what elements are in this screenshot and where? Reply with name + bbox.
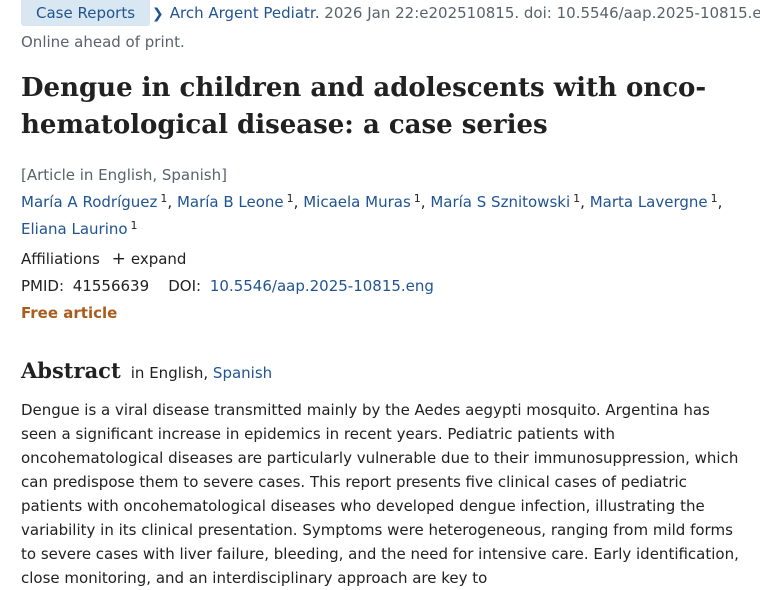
pmid-label: PMID: [21, 277, 65, 295]
affiliation-number[interactable]: 1 [286, 192, 294, 205]
affiliation-number[interactable]: 1 [573, 192, 581, 205]
article-title: Dengue in children and adolescents with … [21, 73, 707, 140]
journal-link[interactable]: Arch Argent Pediatr. [169, 4, 320, 22]
publication-status: Online ahead of print. [21, 33, 185, 51]
article-languages: [Article in English, Spanish] [21, 166, 227, 184]
abstract-heading: Abstract in English, Spanish [21, 358, 272, 383]
affiliation-number[interactable]: 1 [160, 192, 168, 205]
abstract-lang-prefix: in English, [130, 364, 209, 382]
author-link[interactable]: Micaela Muras [303, 193, 411, 211]
citation-details: 2026 Jan 22:e202510815. doi: 10.5546/aap… [324, 4, 760, 22]
doi-link[interactable]: 10.5546/aap.2025-10815.eng [209, 277, 434, 295]
expand-label: expand [130, 250, 187, 268]
free-article-badge: Free article [21, 304, 118, 322]
publication-type-badge[interactable]: Case Reports [21, 0, 151, 26]
author-separator: , [167, 193, 173, 211]
affiliation-number[interactable]: 1 [130, 219, 138, 232]
author-link[interactable]: María A Rodríguez [21, 193, 158, 211]
affiliations-label: Affiliations [21, 250, 100, 268]
citation-row: Case Reports ❯ Arch Argent Pediatr. 2026 … [21, 0, 760, 26]
identifiers-row: PMID: 41556639 DOI: 10.5546/aap.2025-108… [21, 275, 434, 297]
pmid-value: 41556639 [72, 277, 150, 295]
affiliation-number[interactable]: 1 [413, 192, 421, 205]
chevron-right-icon: ❯ [152, 6, 164, 22]
author-link[interactable]: Eliana Laurino [21, 220, 128, 238]
abstract-text: Dengue is a viral disease transmitted ma… [21, 401, 739, 587]
doi-label: DOI: [168, 277, 202, 295]
author-link[interactable]: María S Sznitowski [430, 193, 571, 211]
spanish-abstract-link[interactable]: Spanish [212, 364, 273, 382]
authors-list: María A Rodríguez 1, María B Leone 1, Mica… [21, 187, 741, 241]
affiliations-row: Affiliations + expand [21, 248, 186, 270]
author-link[interactable]: Marta Lavergne [589, 193, 708, 211]
affiliation-number[interactable]: 1 [710, 192, 718, 205]
journal-citation: ❯ Arch Argent Pediatr. 2026 Jan 22:e20251… [152, 2, 760, 25]
author-link[interactable]: María B Leone [176, 193, 284, 211]
abstract-language: in English, Spanish [131, 364, 272, 382]
author-separator: , [293, 193, 299, 211]
plus-icon: + [111, 249, 126, 269]
abstract-title: Abstract [21, 358, 121, 383]
author-separator: , [420, 193, 426, 211]
expand-affiliations-button[interactable]: + expand [111, 249, 187, 269]
author-separator: , [717, 193, 723, 211]
author-separator: , [580, 193, 585, 211]
